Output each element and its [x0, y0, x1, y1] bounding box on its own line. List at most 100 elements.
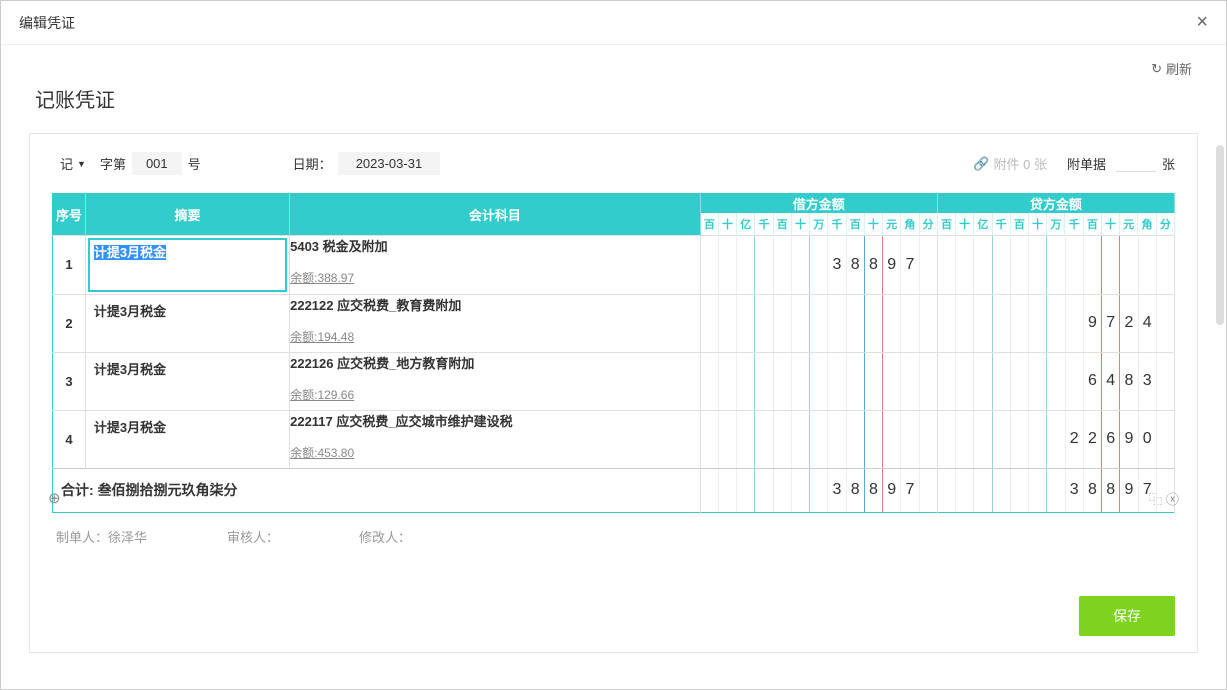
total-debit[interactable]: 38897 — [700, 468, 937, 512]
add-row-icon[interactable]: ⊕ — [48, 489, 61, 507]
save-button[interactable]: 保存 — [1079, 596, 1175, 636]
digit — [1157, 353, 1174, 410]
digit — [956, 353, 974, 410]
digit — [810, 469, 828, 512]
debit-amount[interactable] — [700, 352, 937, 410]
row-seq: 3 — [53, 352, 86, 410]
col-debit: 借方金额 — [700, 194, 937, 214]
footer-info: 制单人：徐泽华 审核人： 修改人： — [52, 527, 1175, 546]
unit-header: 十 — [864, 213, 882, 235]
digit — [847, 353, 865, 410]
unit-header: 千 — [755, 213, 773, 235]
zhang-label: 张 — [1162, 154, 1175, 173]
unit-header: 元 — [1120, 213, 1138, 235]
unit-header: 十 — [718, 213, 736, 235]
digit — [901, 353, 919, 410]
subject-cell[interactable]: 5403 税金及附加余额:388.97 — [290, 235, 701, 294]
debit-amount[interactable] — [700, 294, 937, 352]
voucher-table: 序号 摘要 会计科目 借方金额 贷方金额 百十亿千百十万千百十元角分百十亿千百十… — [52, 193, 1175, 513]
credit-amount[interactable]: 6483 — [937, 352, 1174, 410]
credit-amount[interactable]: 9724 — [937, 294, 1174, 352]
maker-label: 制单人： — [56, 530, 108, 545]
total-row: 合计: 叁佰捌拾捌元玖角柒分3889738897 — [53, 468, 1175, 512]
unit-header: 百 — [1010, 213, 1028, 235]
col-subject: 会计科目 — [290, 194, 701, 236]
digit — [956, 411, 974, 468]
digit — [774, 353, 792, 410]
table-row: 1计提3月税金5403 税金及附加余额:388.9738897 — [53, 235, 1175, 294]
date-input[interactable]: 2023-03-31 — [338, 152, 441, 175]
subject-cell[interactable]: 222126 应交税费_地方教育附加余额:129.66 — [290, 352, 701, 410]
digit — [1029, 469, 1047, 512]
digit — [847, 411, 865, 468]
digit — [1157, 411, 1174, 468]
attach-doc-label: 附单据 — [1067, 154, 1106, 173]
unit-header: 千 — [828, 213, 846, 235]
digit — [755, 469, 773, 512]
row-seq: 1 — [53, 235, 86, 294]
credit-amount[interactable] — [937, 235, 1174, 294]
unit-header: 分 — [919, 213, 937, 235]
digit — [956, 236, 974, 294]
digit — [1011, 411, 1029, 468]
close-icon[interactable]: × — [1196, 11, 1208, 34]
digit — [1029, 353, 1047, 410]
total-credit[interactable]: 38897 — [937, 468, 1174, 512]
subject-name: 222122 应交税费_教育费附加 — [290, 295, 700, 314]
voucher-number-input[interactable]: 001 — [132, 152, 182, 175]
digit — [1139, 236, 1157, 294]
modifier-label: 修改人： — [359, 527, 411, 546]
voucher-type-select[interactable]: 记 ▼ — [52, 152, 94, 175]
digit — [1084, 236, 1102, 294]
digit — [792, 469, 810, 512]
subject-name: 222117 应交税费_应交城市维护建设税 — [290, 411, 700, 430]
digit — [956, 295, 974, 352]
digit — [719, 236, 737, 294]
unit-header: 百 — [773, 213, 791, 235]
summary-cell[interactable]: 计提3月税金 — [85, 294, 289, 352]
digit — [1066, 353, 1084, 410]
digit — [920, 411, 937, 468]
subject-cell[interactable]: 222122 应交税费_教育费附加余额:194.48 — [290, 294, 701, 352]
unit-header: 十 — [791, 213, 809, 235]
summary-cell[interactable]: 计提3月税金 — [85, 352, 289, 410]
digit — [883, 295, 901, 352]
credit-amount[interactable]: 22690 — [937, 410, 1174, 468]
attachment-link[interactable]: 🔗 附件 0 张 — [973, 154, 1047, 173]
digit: 2 — [1120, 295, 1138, 352]
digit — [974, 411, 992, 468]
digit: 7 — [901, 469, 919, 512]
digit — [755, 236, 773, 294]
digit — [719, 353, 737, 410]
unit-header: 十 — [1029, 213, 1047, 235]
digit — [1102, 236, 1120, 294]
digit — [701, 353, 719, 410]
subject-cell[interactable]: 222117 应交税费_应交城市维护建设税余额:453.80 — [290, 410, 701, 468]
digit: 8 — [865, 469, 883, 512]
attach-doc-input[interactable] — [1116, 156, 1156, 172]
scrollbar[interactable] — [1216, 145, 1224, 325]
chevron-down-icon: ▼ — [77, 159, 86, 169]
digit: 3 — [1139, 353, 1157, 410]
digit — [1157, 469, 1174, 512]
digit: 3 — [828, 236, 846, 294]
digit — [938, 411, 956, 468]
digit — [1157, 295, 1174, 352]
summary-cell[interactable]: 计提3月税金 — [85, 235, 289, 294]
table-row: 2 计提3月税金222122 应交税费_教育费附加余额:194.48 9724 — [53, 294, 1175, 352]
digit — [938, 236, 956, 294]
voucher-modal: 编辑凭证 × ↻ 刷新 记账凭证 记 ▼ 字第 001 号 日期： 2023-0… — [0, 0, 1227, 690]
debit-amount[interactable] — [700, 410, 937, 468]
attachment-icon: 🔗 — [973, 156, 989, 172]
digit — [755, 353, 773, 410]
voucher-type-value: 记 — [60, 154, 73, 173]
digit — [737, 236, 755, 294]
digit — [938, 295, 956, 352]
digit — [1120, 236, 1138, 294]
refresh-button[interactable]: ↻ 刷新 — [1151, 59, 1192, 78]
debit-amount[interactable]: 38897 — [700, 235, 937, 294]
digit — [737, 353, 755, 410]
summary-cell[interactable]: 计提3月税金 — [85, 410, 289, 468]
digit — [828, 353, 846, 410]
digit — [701, 411, 719, 468]
